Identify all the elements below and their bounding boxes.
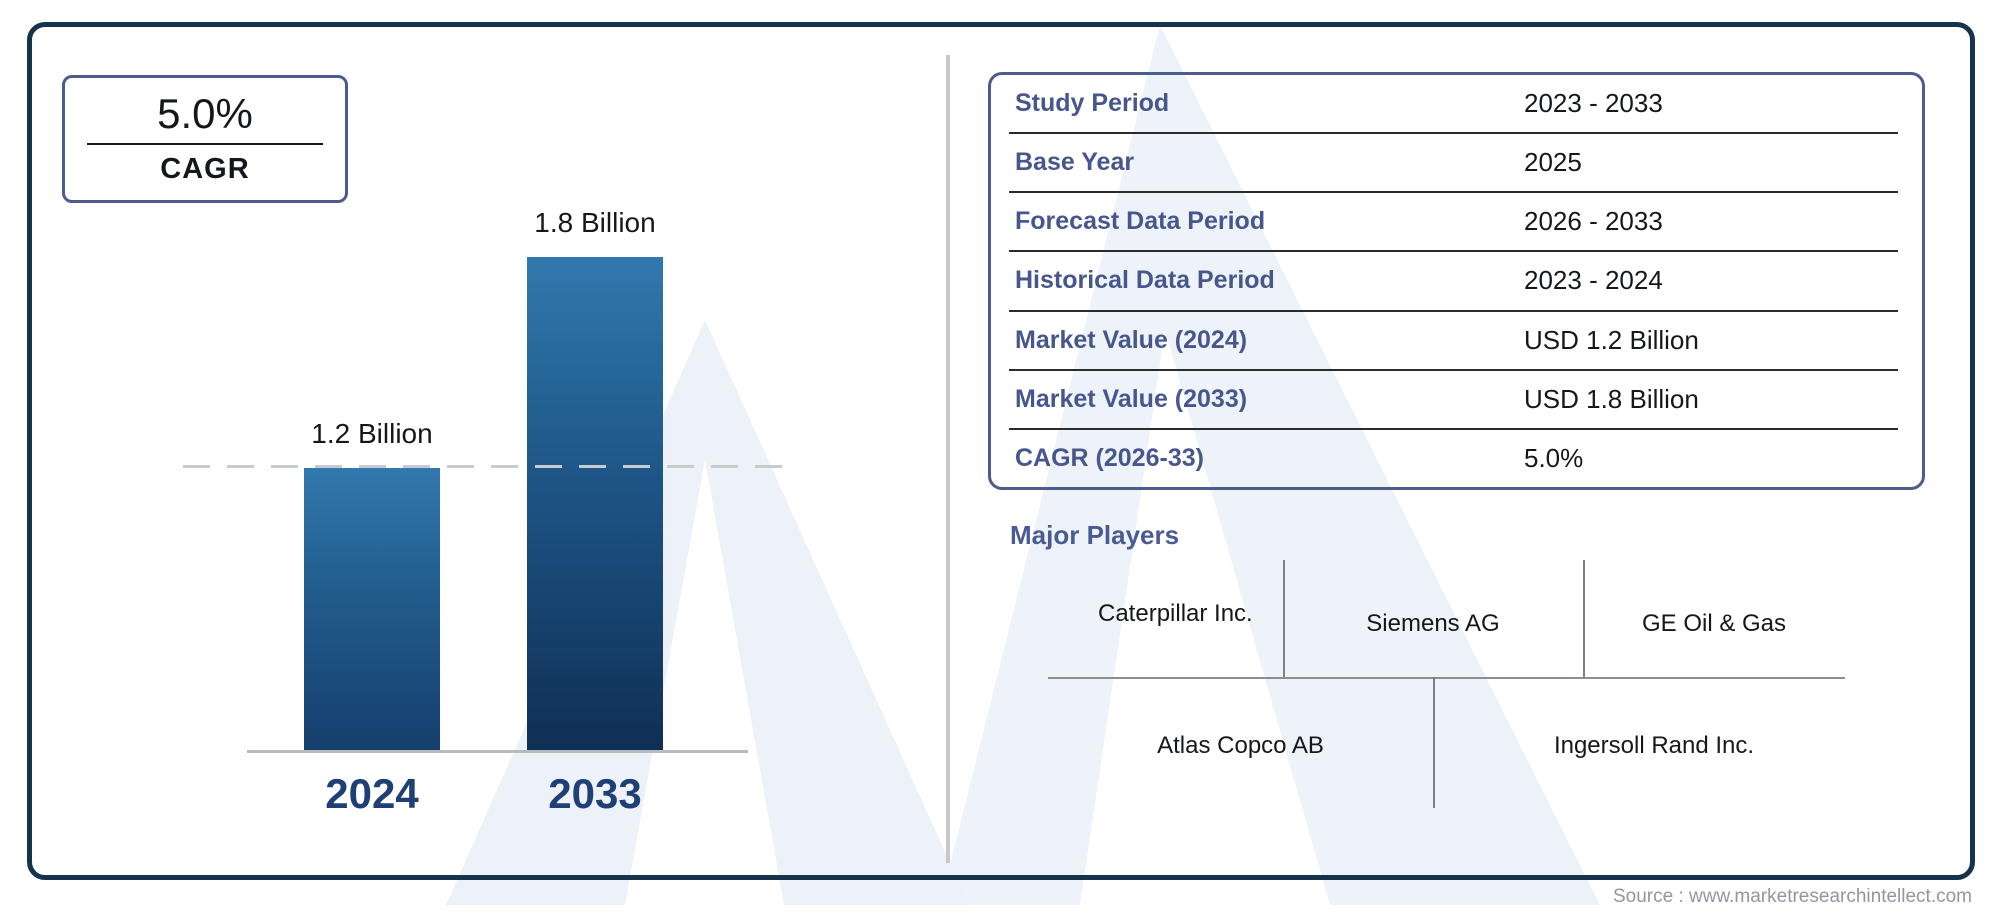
row-label: Study Period	[1015, 89, 1170, 118]
row-label: Historical Data Period	[1015, 266, 1275, 295]
players-grid-vline	[1283, 560, 1285, 677]
row-divider	[1009, 132, 1898, 135]
players-grid-vline	[1433, 677, 1435, 808]
bar-2024	[304, 468, 440, 750]
source-text: Source : www.marketresearchintellect.com	[1612, 886, 1972, 907]
row-label: Market Value (2033)	[1015, 384, 1248, 413]
bar-2033	[527, 257, 663, 750]
table-row: Forecast Data Period 2026 - 2033	[991, 193, 1922, 250]
axis-label-2033: 2033	[548, 770, 642, 817]
cagr-divider-line	[87, 143, 323, 146]
axis-label-2024: 2024	[325, 770, 419, 817]
row-value: USD 1.2 Billion	[1524, 324, 1699, 355]
row-label: Base Year	[1015, 148, 1135, 177]
row-label: Market Value (2024)	[1015, 325, 1248, 354]
row-value: 2026 - 2033	[1524, 206, 1663, 237]
bar-value-label-2024: 1.2 Billion	[311, 418, 433, 449]
row-label: Forecast Data Period	[1015, 207, 1266, 236]
bar-value-label-2033: 1.8 Billion	[534, 207, 656, 238]
row-divider	[1009, 309, 1898, 312]
row-value: 5.0%	[1524, 442, 1584, 473]
row-value: 2025	[1524, 147, 1582, 178]
panel-divider	[946, 55, 950, 863]
table-row: CAGR (2026-33) 5.0%	[991, 430, 1922, 487]
player-cell-atlas-copco: Atlas Copco AB	[1157, 732, 1324, 759]
row-value: 2023 - 2033	[1524, 88, 1663, 119]
row-value: 2023 - 2024	[1524, 265, 1663, 296]
cagr-label: CAGR	[160, 153, 250, 186]
dashed-reference-line	[183, 465, 795, 468]
table-row: Base Year 2025	[991, 134, 1922, 191]
row-divider	[1009, 250, 1898, 253]
player-cell-ge-oil-gas: GE Oil & Gas	[1641, 610, 1787, 637]
table-row: Study Period 2023 - 2033	[991, 75, 1922, 132]
table-row: Market Value (2033) USD 1.8 Billion	[991, 371, 1922, 428]
row-divider	[1009, 427, 1898, 430]
row-value: USD 1.8 Billion	[1524, 383, 1699, 414]
players-grid-vline	[1583, 560, 1585, 677]
row-divider	[1009, 191, 1898, 194]
player-cell-ingersoll-rand: Ingersoll Rand Inc.	[1553, 732, 1755, 759]
cagr-value: 5.0%	[157, 89, 253, 137]
chart-baseline	[247, 750, 748, 753]
major-players-title: Major Players	[1010, 520, 1180, 550]
table-row: Historical Data Period 2023 - 2024	[991, 252, 1922, 309]
cagr-box: 5.0% CAGR	[62, 75, 348, 203]
player-cell-siemens: Siemens AG	[1366, 610, 1500, 637]
player-cell-caterpillar: Caterpillar Inc.	[1098, 600, 1253, 627]
table-row: Market Value (2024) USD 1.2 Billion	[991, 312, 1922, 369]
info-table: Study Period 2023 - 2033 Base Year 2025 …	[988, 72, 1925, 490]
row-divider	[1009, 368, 1898, 371]
players-grid-hline	[1048, 677, 1845, 679]
row-label: CAGR (2026-33)	[1015, 443, 1204, 472]
